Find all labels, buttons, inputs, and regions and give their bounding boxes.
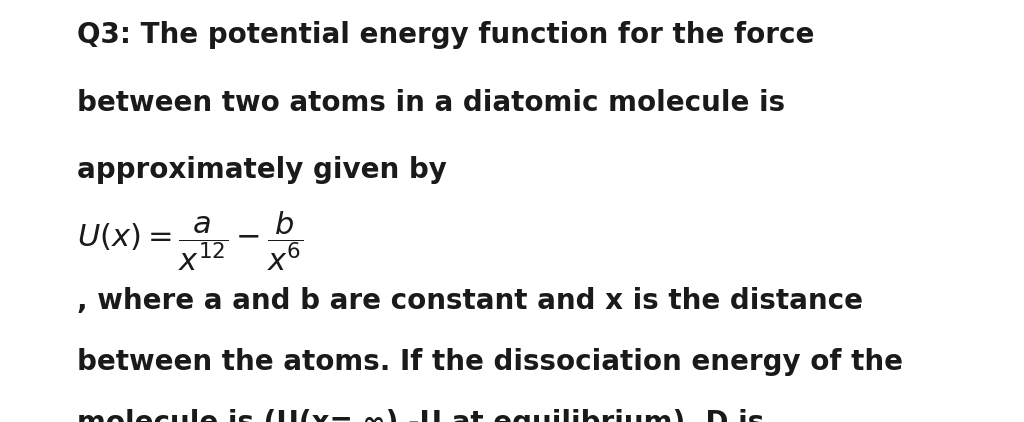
Text: between the atoms. If the dissociation energy of the: between the atoms. If the dissociation e… [77, 348, 903, 376]
Text: , where a and b are constant and x is the distance: , where a and b are constant and x is th… [77, 287, 863, 315]
Text: between two atoms in a diatomic molecule is: between two atoms in a diatomic molecule… [77, 89, 785, 116]
Text: Q3: The potential energy function for the force: Q3: The potential energy function for th… [77, 21, 814, 49]
Text: $U(x) = \dfrac{a}{x^{12}} - \dfrac{b}{x^{6}}$: $U(x) = \dfrac{a}{x^{12}} - \dfrac{b}{x^… [77, 209, 303, 273]
Text: molecule is (U(x= ∞) -U at equilibrium), D is: molecule is (U(x= ∞) -U at equilibrium),… [77, 409, 764, 422]
Text: approximately given by: approximately given by [77, 156, 446, 184]
